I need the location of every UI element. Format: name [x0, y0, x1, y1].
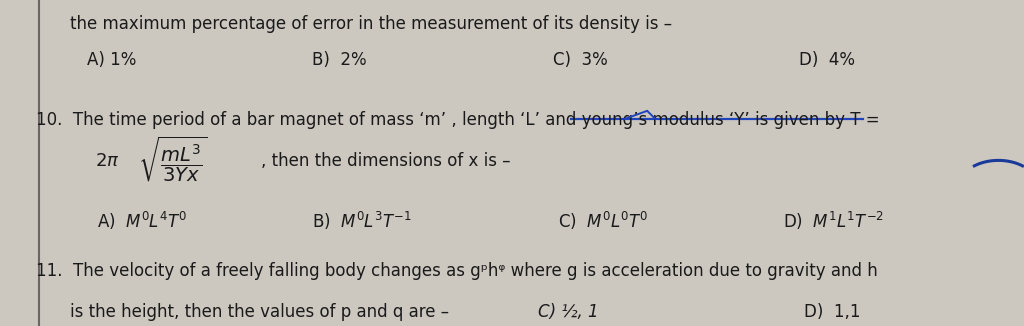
Text: 11.  The velocity of a freely falling body changes as gᵖhᵠ where g is accelerati: 11. The velocity of a freely falling bod…	[36, 262, 878, 280]
Text: 10.  The time period of a bar magnet of mass ‘m’ , length ‘L’ and young’s modulu: 10. The time period of a bar magnet of m…	[36, 111, 880, 129]
Text: is the height, then the values of p and q are –: is the height, then the values of p and …	[70, 303, 449, 321]
Text: D)  1,1: D) 1,1	[804, 303, 860, 321]
Text: C)  $M^0L^0T^0$: C) $M^0L^0T^0$	[558, 210, 648, 232]
Text: C) ½, 1: C) ½, 1	[538, 303, 598, 321]
Text: , then the dimensions of x is –: , then the dimensions of x is –	[261, 152, 511, 170]
Text: D)  $M^1L^1T^{-2}$: D) $M^1L^1T^{-2}$	[783, 210, 885, 232]
Text: $\sqrt{\dfrac{mL^3}{3Yx}}$: $\sqrt{\dfrac{mL^3}{3Yx}}$	[138, 135, 208, 185]
Text: C)  3%: C) 3%	[553, 51, 607, 68]
Text: A) 1%: A) 1%	[87, 51, 136, 68]
Text: B)  2%: B) 2%	[312, 51, 367, 68]
Text: A)  $M^0L^4T^0$: A) $M^0L^4T^0$	[97, 210, 187, 232]
Text: B)  $M^0L^3T^{-1}$: B) $M^0L^3T^{-1}$	[312, 210, 413, 232]
Text: the maximum percentage of error in the measurement of its density is –: the maximum percentage of error in the m…	[70, 15, 672, 33]
Text: $2\pi$: $2\pi$	[95, 152, 120, 170]
Text: D)  4%: D) 4%	[799, 51, 855, 68]
